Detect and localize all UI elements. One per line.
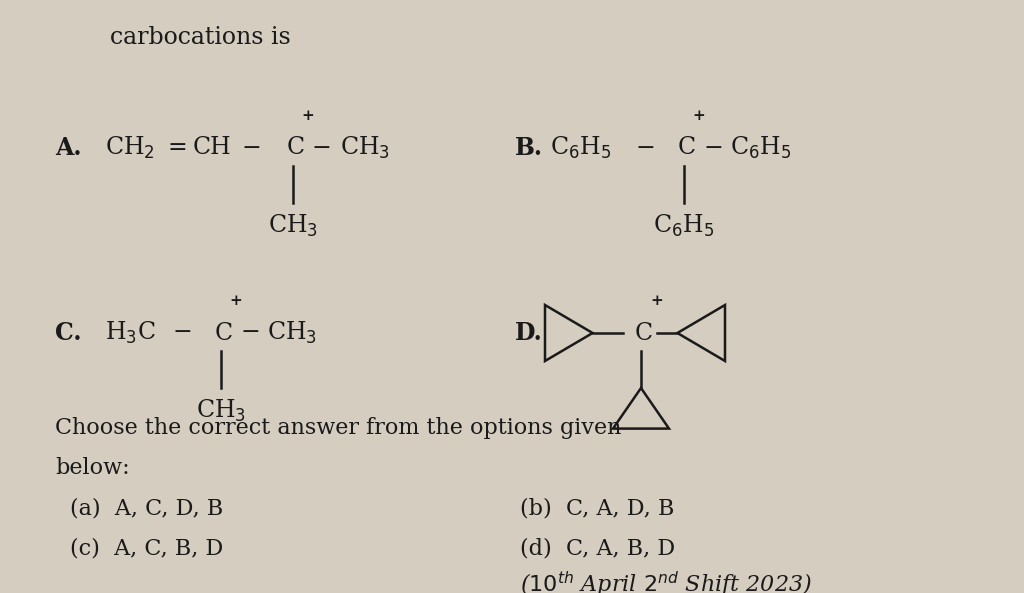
Text: H$_3$C: H$_3$C: [105, 320, 156, 346]
Text: B.: B.: [515, 136, 543, 160]
Text: CH$_3$: CH$_3$: [196, 398, 246, 424]
Text: −: −: [242, 136, 262, 160]
Text: +: +: [692, 109, 705, 123]
Text: D.: D.: [515, 321, 543, 345]
Text: CH: CH: [193, 136, 231, 160]
Text: +: +: [650, 294, 663, 308]
Text: −: −: [172, 321, 191, 345]
Text: (c)  A, C, B, D: (c) A, C, B, D: [70, 537, 223, 559]
Text: (a)  A, C, D, B: (a) A, C, D, B: [70, 497, 223, 519]
Text: carbocations is: carbocations is: [110, 27, 291, 49]
Text: below:: below:: [55, 457, 130, 479]
Text: +: +: [229, 294, 242, 308]
Text: =: =: [167, 136, 186, 160]
Text: CH$_3$: CH$_3$: [267, 320, 317, 346]
Text: CH$_2$: CH$_2$: [105, 135, 155, 161]
Text: C.: C.: [55, 321, 82, 345]
Text: −: −: [312, 136, 332, 160]
Text: A.: A.: [55, 136, 82, 160]
Text: C: C: [215, 321, 233, 345]
Text: (d)  C, A, B, D: (d) C, A, B, D: [520, 537, 675, 559]
Text: C: C: [678, 136, 696, 160]
Text: (b)  C, A, D, B: (b) C, A, D, B: [520, 497, 675, 519]
Text: C: C: [287, 136, 305, 160]
Text: C$_6$H$_5$: C$_6$H$_5$: [653, 213, 715, 239]
Text: C$_6$H$_5$: C$_6$H$_5$: [550, 135, 611, 161]
Text: CH$_3$: CH$_3$: [268, 213, 318, 239]
Text: CH$_3$: CH$_3$: [340, 135, 390, 161]
Text: Choose the correct answer from the options given: Choose the correct answer from the optio…: [55, 417, 622, 439]
Text: +: +: [301, 109, 313, 123]
Text: −: −: [240, 321, 260, 345]
Text: −: −: [703, 136, 723, 160]
Text: ($10^{th}$ April $2^{nd}$ Shift 2023): ($10^{th}$ April $2^{nd}$ Shift 2023): [520, 570, 812, 593]
Text: −: −: [635, 136, 654, 160]
Text: C: C: [635, 321, 653, 345]
Text: C$_6$H$_5$: C$_6$H$_5$: [730, 135, 792, 161]
